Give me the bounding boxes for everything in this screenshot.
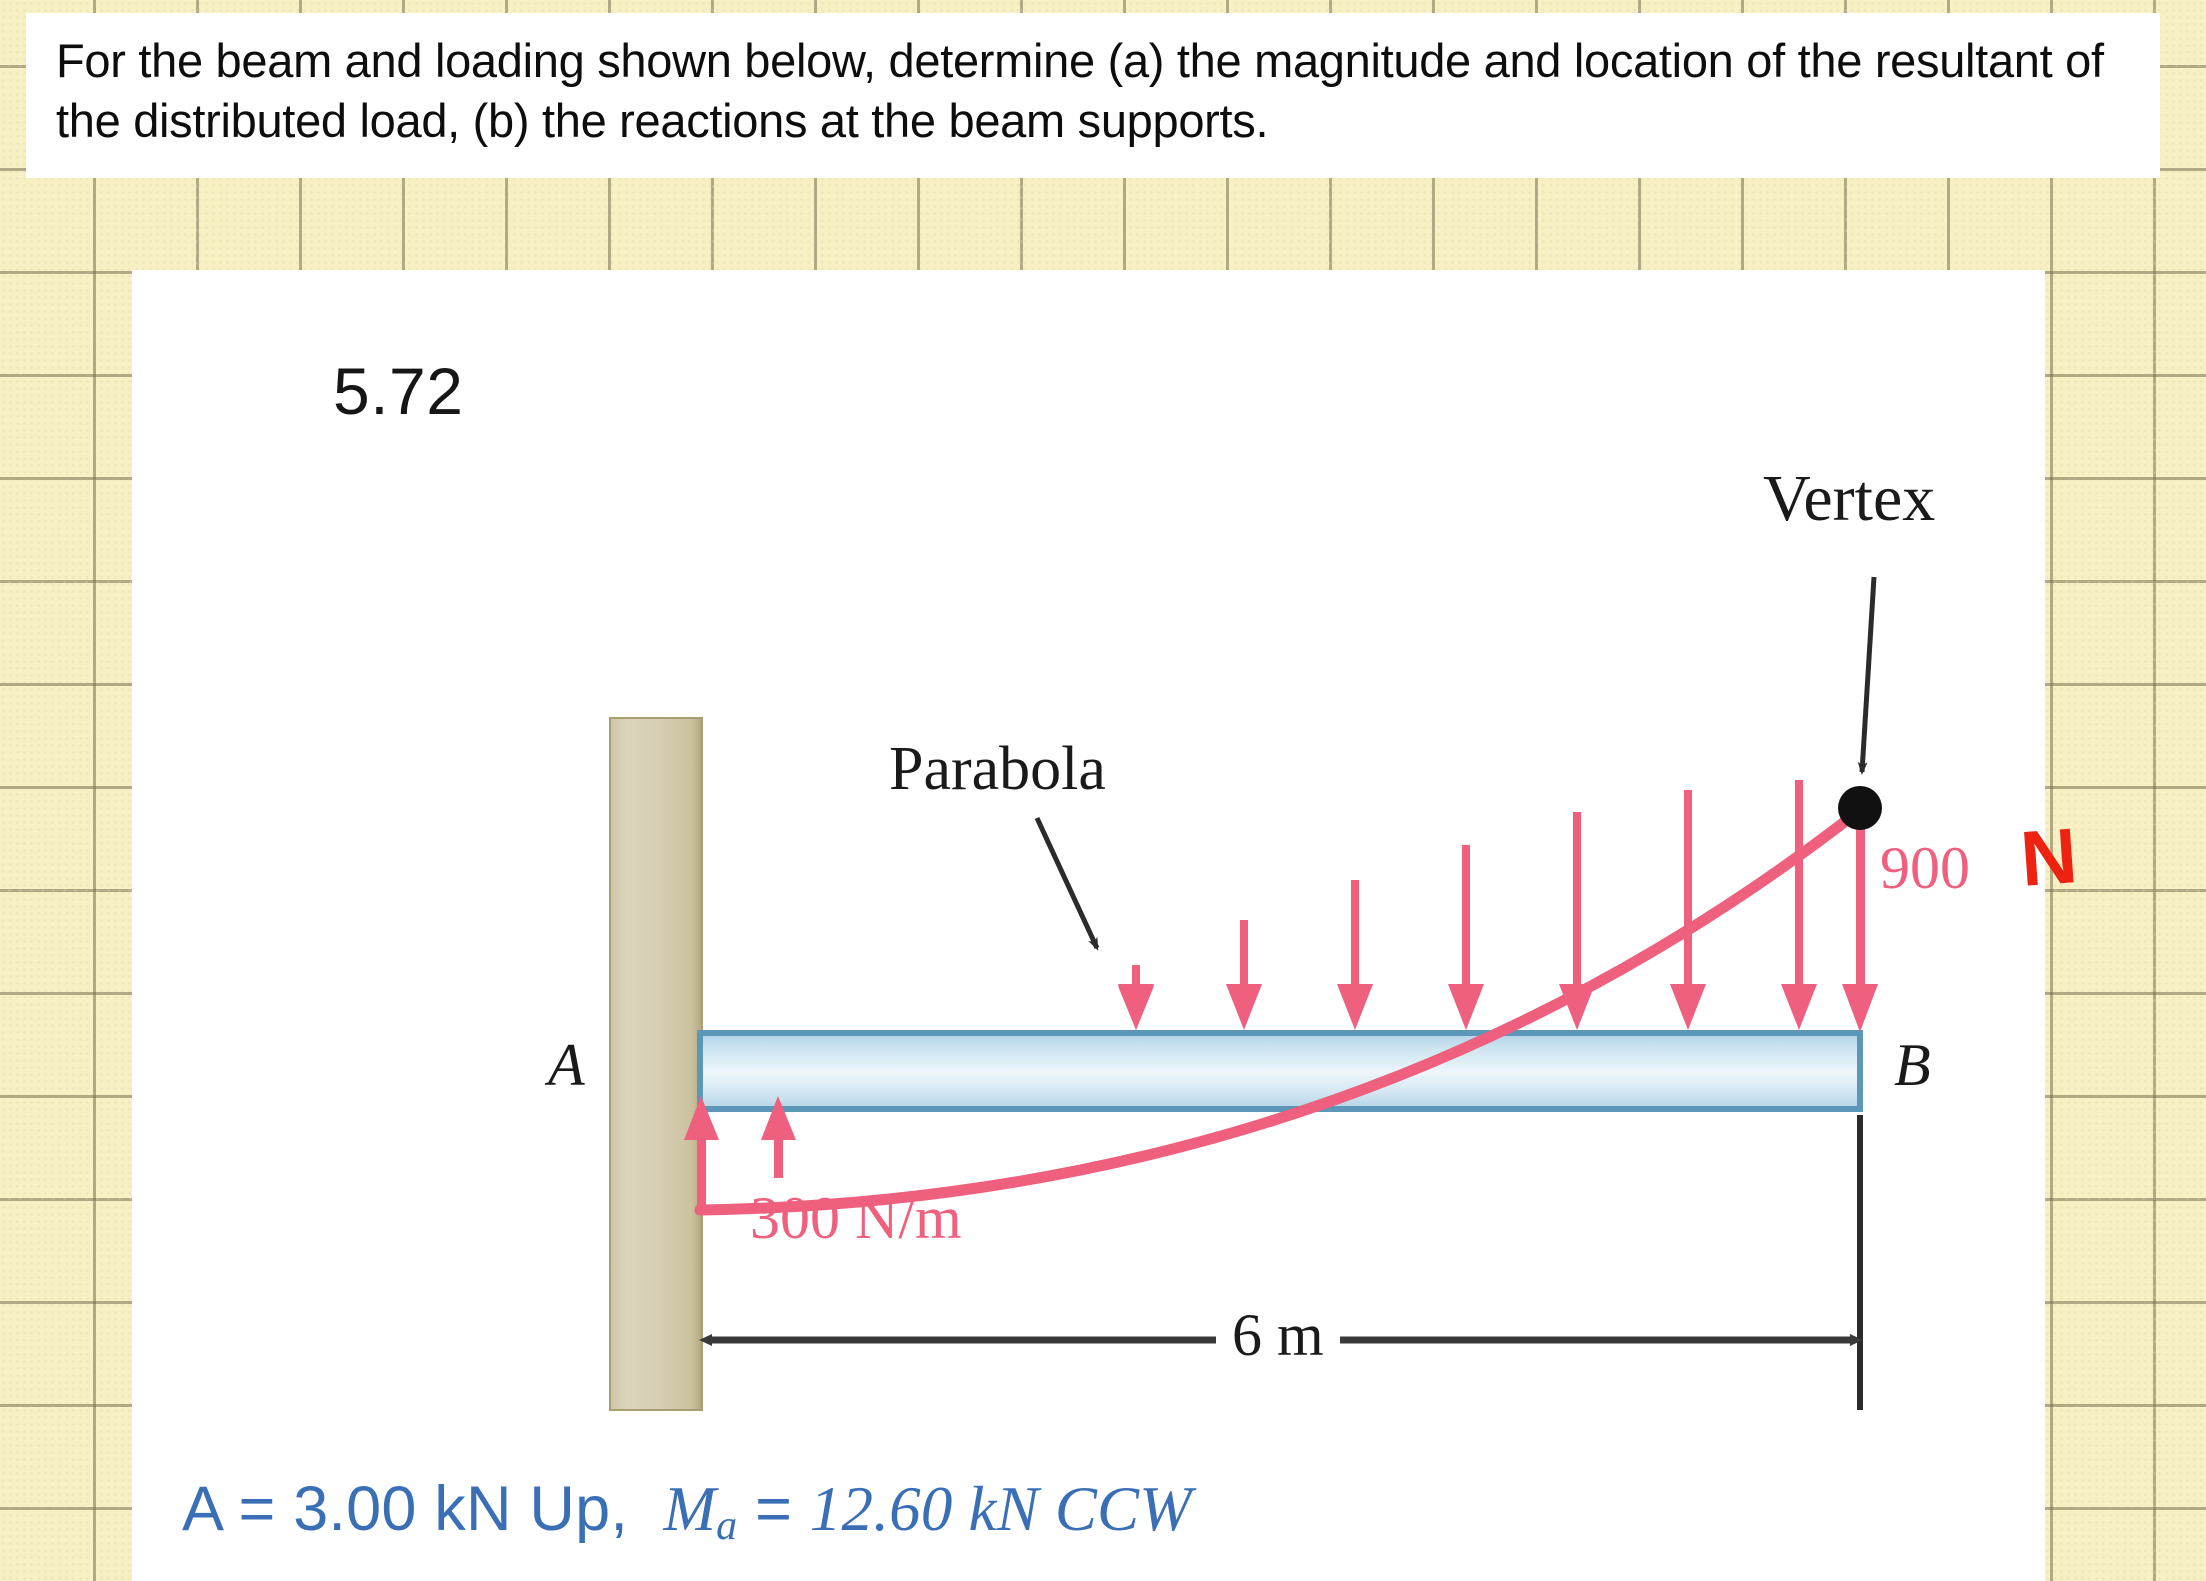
moment-value: 12.60 kN CCW <box>809 1474 1192 1544</box>
answer-reaction-value: 3.00 kN Up, <box>293 1474 629 1544</box>
answer-reaction-label: A <box>182 1474 221 1544</box>
load-max-label: 900 <box>1880 835 1970 901</box>
moment-subscript: a <box>716 1503 738 1550</box>
vertex-label: Vertex <box>1763 462 1936 535</box>
load-min-label: 300 N/m <box>750 1185 962 1251</box>
answer-line: A = 3.00 kN Up, Ma = 12.60 kN CCW <box>182 1473 1192 1550</box>
answer-equals: = <box>238 1474 276 1544</box>
load-max-unit-annotation: N <box>2017 811 2080 903</box>
support-b-label: B <box>1894 1032 1931 1098</box>
question-text: For the beam and loading shown below, de… <box>56 34 2117 147</box>
moment-equals: = <box>755 1474 793 1544</box>
figure-panel <box>132 270 2045 1581</box>
span-dimension-label: 6 m <box>1216 1305 1340 1365</box>
parabola-label: Parabola <box>889 735 1106 803</box>
problem-number: 5.72 <box>333 354 464 428</box>
question-card: For the beam and loading shown below, de… <box>26 13 2160 178</box>
moment-symbol: M <box>663 1474 717 1544</box>
support-a-label: A <box>548 1032 585 1098</box>
